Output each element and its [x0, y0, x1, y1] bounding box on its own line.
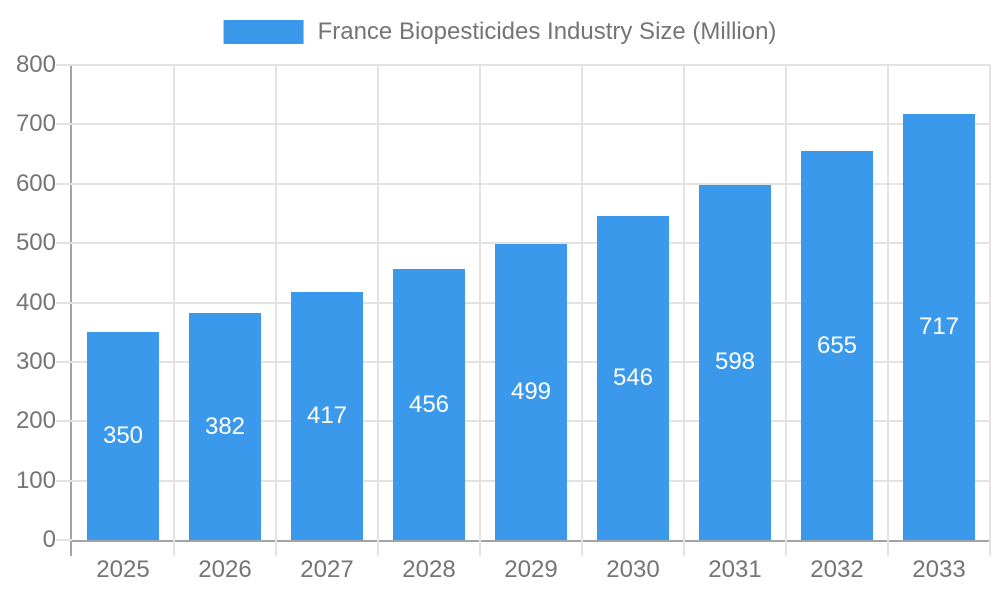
- gridline-horizontal: [72, 182, 990, 185]
- gridline-vertical: [887, 65, 889, 540]
- gridline-horizontal: [72, 242, 990, 245]
- x-axis-label: 2027: [300, 556, 354, 583]
- x-axis-label: 2025: [96, 556, 150, 583]
- bar[interactable]: 546: [597, 215, 669, 540]
- gridline-vertical: [275, 65, 277, 540]
- bar[interactable]: 382: [189, 313, 261, 540]
- x-axis-tick: [785, 540, 787, 556]
- bar-value-label: 382: [204, 412, 246, 440]
- x-axis-tick: [173, 540, 175, 556]
- x-axis-tick: [581, 540, 583, 556]
- y-axis-label: 400: [15, 288, 56, 316]
- y-axis-tick: [56, 301, 72, 304]
- y-axis-tick: [56, 420, 72, 423]
- x-axis-tick: [377, 540, 379, 556]
- y-axis-label: 800: [15, 51, 56, 78]
- bar[interactable]: 655: [801, 151, 873, 540]
- y-axis-tick: [56, 123, 72, 126]
- legend-label: France Biopesticides Industry Size (Mill…: [317, 18, 777, 45]
- y-axis-tick: [56, 64, 72, 66]
- gridline-vertical: [479, 65, 481, 540]
- x-axis-tick: [989, 540, 991, 556]
- gridline-vertical: [785, 65, 787, 540]
- legend: France Biopesticides Industry Size (Mill…: [223, 18, 777, 46]
- gridline-vertical: [989, 65, 991, 540]
- x-axis-label: 2032: [810, 556, 864, 583]
- x-axis-label: 2031: [708, 556, 762, 583]
- x-axis-label: 2033: [912, 556, 966, 583]
- x-axis-tick: [683, 540, 685, 556]
- y-axis-label: 100: [15, 466, 56, 494]
- y-axis-tick: [56, 539, 72, 541]
- gridline-horizontal: [72, 64, 990, 66]
- y-axis-label: 600: [15, 169, 56, 197]
- bar[interactable]: 499: [495, 243, 567, 540]
- plot-area: 0 100 200 300 400 500 600 700 800 350 2025 382 2026 4…: [16, 51, 991, 583]
- x-axis-baseline: [70, 540, 990, 542]
- gridline-horizontal: [72, 123, 990, 126]
- bar[interactable]: 717: [903, 114, 975, 540]
- y-axis-label: 700: [15, 110, 56, 138]
- x-axis-label: 2026: [198, 556, 252, 583]
- bar-value-label: 655: [816, 331, 858, 359]
- x-axis-label: 2030: [606, 556, 660, 583]
- y-axis-label: 500: [15, 229, 56, 257]
- legend-color-swatch: [223, 20, 304, 44]
- bar[interactable]: 350: [87, 332, 159, 540]
- y-axis-label: 200: [15, 407, 56, 435]
- x-axis-label: 2028: [402, 556, 456, 583]
- gridline-vertical: [377, 65, 379, 540]
- bar-value-label: 546: [612, 363, 654, 391]
- gridline-vertical: [581, 65, 583, 540]
- bar-value-label: 499: [510, 377, 552, 405]
- y-axis-line: [70, 65, 72, 556]
- x-axis-tick: [479, 540, 481, 556]
- y-axis-tick: [56, 360, 72, 363]
- y-axis-tick: [56, 479, 72, 482]
- x-axis-tick: [275, 540, 277, 556]
- bar-value-label: 417: [306, 402, 348, 430]
- bar[interactable]: 456: [393, 269, 465, 540]
- bar[interactable]: 598: [699, 184, 771, 540]
- bar-value-label: 456: [408, 390, 450, 418]
- bar-value-label: 598: [714, 348, 756, 376]
- gridline-vertical: [683, 65, 685, 540]
- bar-value-label: 350: [102, 422, 144, 450]
- y-axis-tick: [56, 182, 72, 185]
- bar-value-label: 717: [918, 313, 960, 341]
- bar[interactable]: 417: [291, 292, 363, 540]
- x-axis-label: 2029: [504, 556, 558, 583]
- gridline-vertical: [173, 65, 175, 540]
- y-axis-tick: [56, 242, 72, 245]
- y-axis-label: 300: [15, 347, 56, 375]
- y-axis-label: 0: [42, 526, 56, 553]
- x-axis-tick: [887, 540, 889, 556]
